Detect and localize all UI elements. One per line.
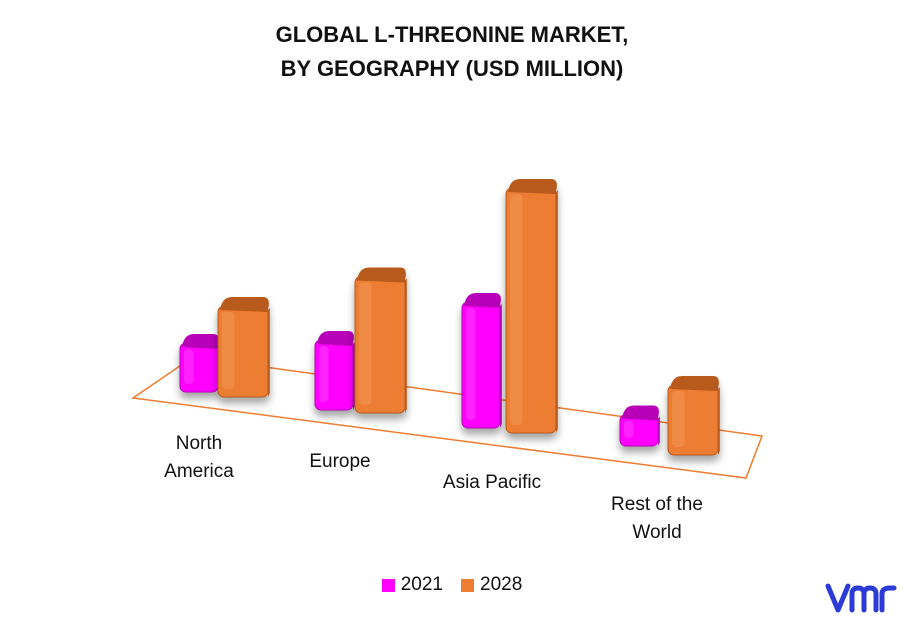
bar-2021-north-america [179, 334, 220, 393]
category-label-rest-of-the-world-line-1: Rest of the [611, 494, 703, 515]
category-labels: North America Europe Asia Pacific Rest of th… [164, 433, 703, 543]
bar-2028-asia-pacific [505, 179, 558, 434]
chart-title-line-2: BY GEOGRAPHY (USD MILLION) [280, 56, 624, 81]
vmr-logo: vmr [825, 583, 897, 613]
category-label-asia-pacific-line-1: Asia Pacific [443, 472, 541, 493]
chart-floor [130, 356, 764, 479]
bar-2028-rest-of-the-world [667, 376, 720, 456]
legend-swatch-2021 [381, 578, 395, 592]
category-label-north-america-line-2: America [164, 461, 234, 482]
legend: 2021 2028 [0, 574, 904, 596]
bar-2028-north-america [217, 297, 270, 398]
legend-label-2028: 2028 [480, 574, 523, 595]
bar-chart: North America Europe Asia Pacific Rest of th… [130, 179, 764, 543]
category-label-north-america-line-1: North [176, 433, 222, 454]
chart-title-line-1: GLOBAL L-THREONINE MARKET, [275, 22, 629, 47]
category-label-europe-line-1: Europe [309, 451, 370, 472]
bar-2021-europe [314, 331, 355, 411]
legend-label-2021: 2021 [400, 574, 443, 595]
legend-item-2021: 2021 [381, 574, 443, 596]
bar-2021-asia-pacific [461, 293, 502, 429]
category-label-rest-of-the-world-line-2: World [632, 522, 681, 543]
legend-swatch-2028 [461, 578, 474, 592]
bar-2021-rest-of-the-world [619, 405, 660, 447]
bars-group [179, 179, 720, 456]
bar-2028-europe [354, 267, 407, 414]
chart-title: GLOBAL L-THREONINE MARKET, BY GEOGRAPHY … [0, 18, 904, 86]
legend-item-2028: 2028 [461, 574, 522, 596]
